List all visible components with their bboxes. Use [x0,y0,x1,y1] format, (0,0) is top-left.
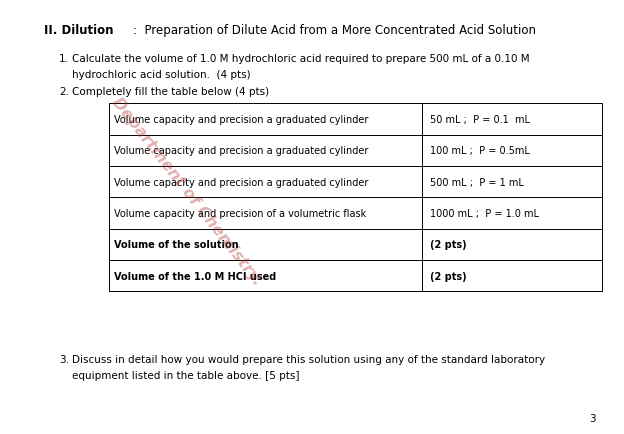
Text: 1000 mL ;  P = 1.0 mL: 1000 mL ; P = 1.0 mL [430,209,539,218]
Text: Volume capacity and precision a graduated cylinder: Volume capacity and precision a graduate… [114,146,369,156]
Text: Volume of the solution: Volume of the solution [114,240,239,250]
Text: 100 mL ;  P = 0.5mL: 100 mL ; P = 0.5mL [430,146,530,156]
Text: equipment listed in the table above. [5 pts]: equipment listed in the table above. [5 … [72,370,300,380]
Text: Volume of the 1.0 M HCl used: Volume of the 1.0 M HCl used [114,271,276,281]
Text: Volume capacity and precision a graduated cylinder: Volume capacity and precision a graduate… [114,178,369,187]
Text: 3.: 3. [59,354,69,364]
Text: (2 pts): (2 pts) [430,271,466,281]
Text: II. Dilution: II. Dilution [44,24,113,37]
Text: Volume capacity and precision of a volumetric flask: Volume capacity and precision of a volum… [114,209,366,218]
Text: Volume capacity and precision a graduated cylinder: Volume capacity and precision a graduate… [114,115,369,125]
Bar [109,104,602,292]
Text: 50 mL ;  P = 0.1  mL: 50 mL ; P = 0.1 mL [430,115,530,125]
Text: Department of Chemistry.: Department of Chemistry. [109,95,265,287]
Text: hydrochloric acid solution.  (4 pts): hydrochloric acid solution. (4 pts) [72,69,250,79]
Text: 1.: 1. [59,54,69,64]
Text: 3: 3 [589,413,596,423]
Text: (2 pts): (2 pts) [430,240,466,250]
Text: Discuss in detail how you would prepare this solution using any of the standard : Discuss in detail how you would prepare … [72,354,545,364]
Text: 2.: 2. [59,87,69,97]
Text: 500 mL ;  P = 1 mL: 500 mL ; P = 1 mL [430,178,524,187]
Text: Completely fill the table below (4 pts): Completely fill the table below (4 pts) [72,87,269,97]
Text: Calculate the volume of 1.0 M hydrochloric acid required to prepare 500 mL of a : Calculate the volume of 1.0 M hydrochlor… [72,54,529,64]
Text: :  Preparation of Dilute Acid from a More Concentrated Acid Solution: : Preparation of Dilute Acid from a More… [134,24,537,37]
